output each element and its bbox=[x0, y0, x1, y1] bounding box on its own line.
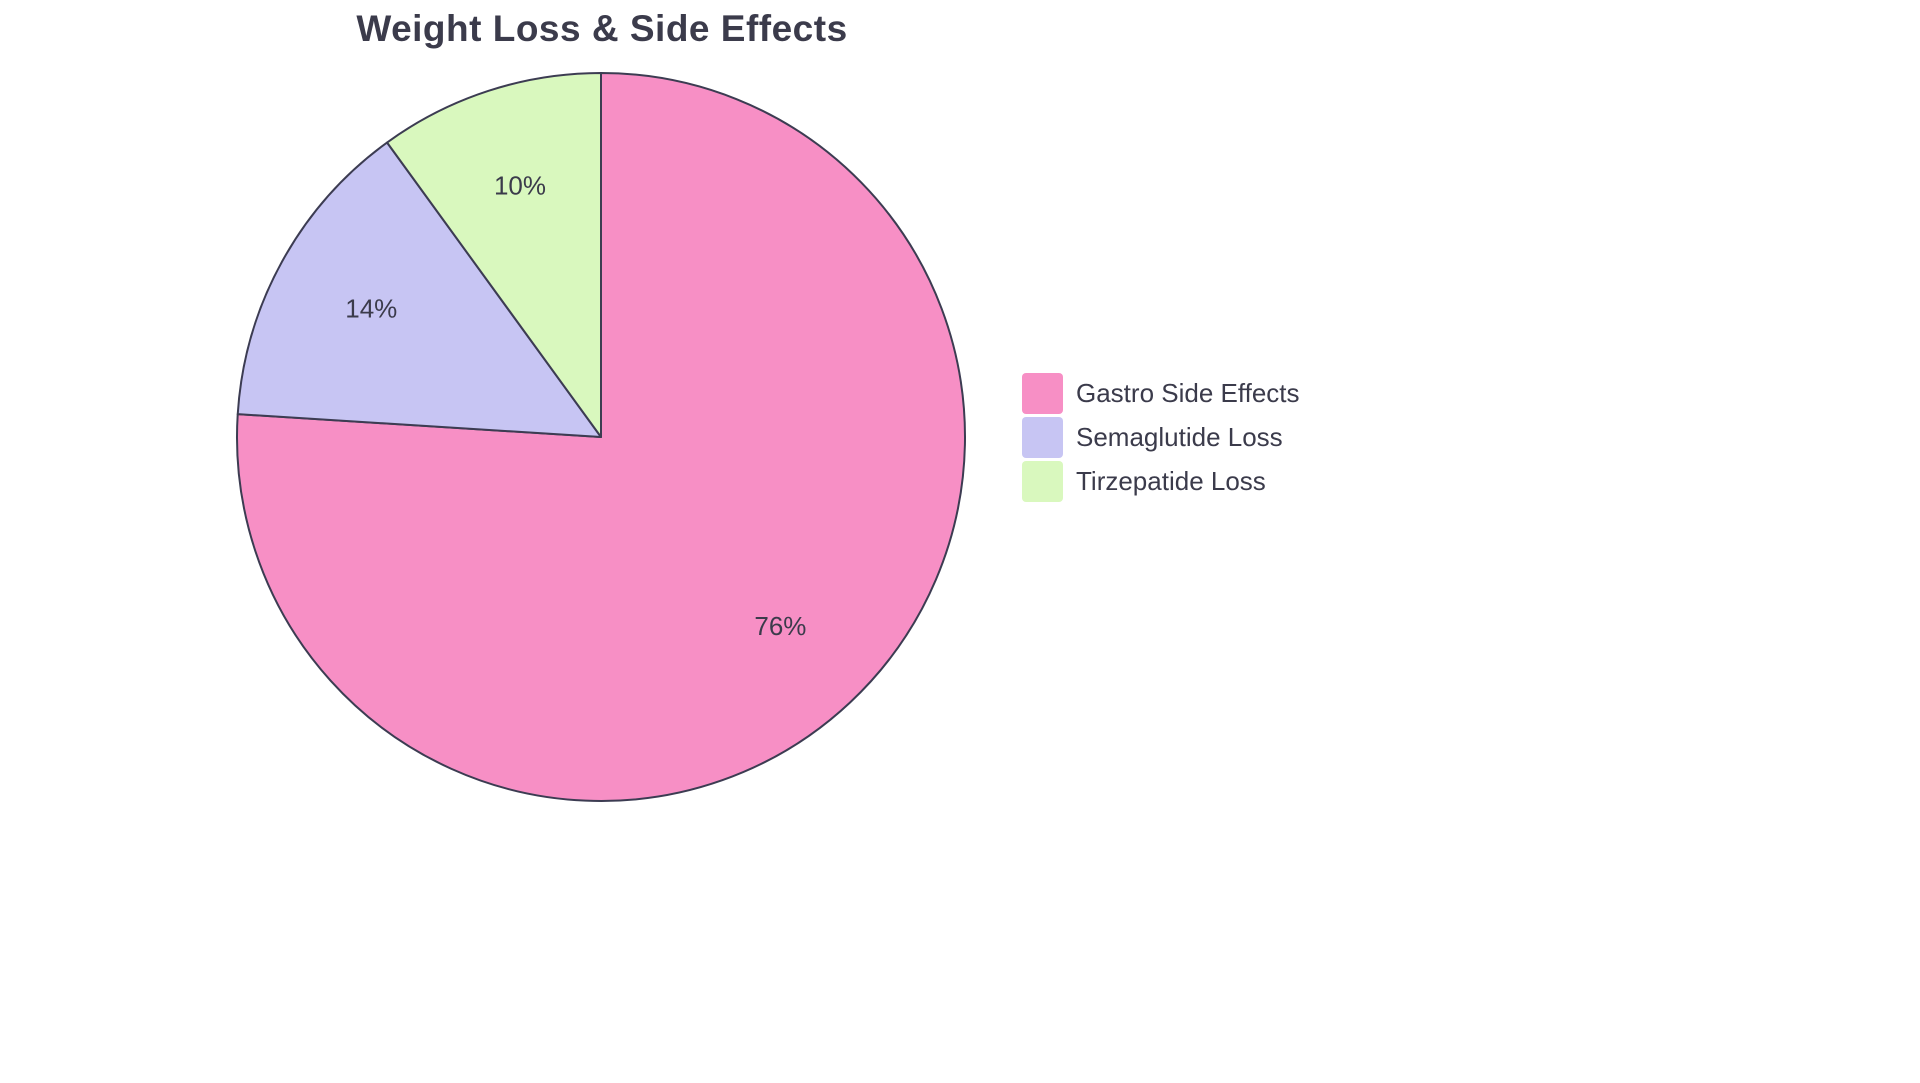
legend-swatch-tirzepatide-loss bbox=[1022, 460, 1063, 502]
pie-slice-tirzepatide-loss bbox=[386, 72, 602, 438]
chart-title: Weight Loss & Side Effects bbox=[356, 8, 848, 49]
legend-label-semaglutide-loss: Semaglutide Loss bbox=[1076, 421, 1283, 452]
legend-label-gastro-side-effects: Gastro Side Effects bbox=[1076, 377, 1300, 408]
slice-percent-label: 10% bbox=[494, 171, 546, 201]
legend-item: Semaglutide Loss bbox=[1022, 416, 1300, 458]
legend-swatch-semaglutide-loss bbox=[1022, 416, 1063, 458]
legend-item: Tirzepatide Loss bbox=[1022, 460, 1300, 502]
legend-item: Gastro Side Effects bbox=[1022, 372, 1300, 414]
legend-label-tirzepatide-loss: Tirzepatide Loss bbox=[1076, 465, 1266, 496]
slice-percent-label: 14% bbox=[345, 294, 397, 324]
slice-percent-label: 76% bbox=[754, 611, 806, 641]
pie-slice-semaglutide-loss bbox=[236, 141, 602, 438]
legend: Gastro Side Effects Semaglutide Loss Tir… bbox=[1022, 372, 1300, 504]
legend-swatch-gastro-side-effects bbox=[1022, 372, 1063, 414]
